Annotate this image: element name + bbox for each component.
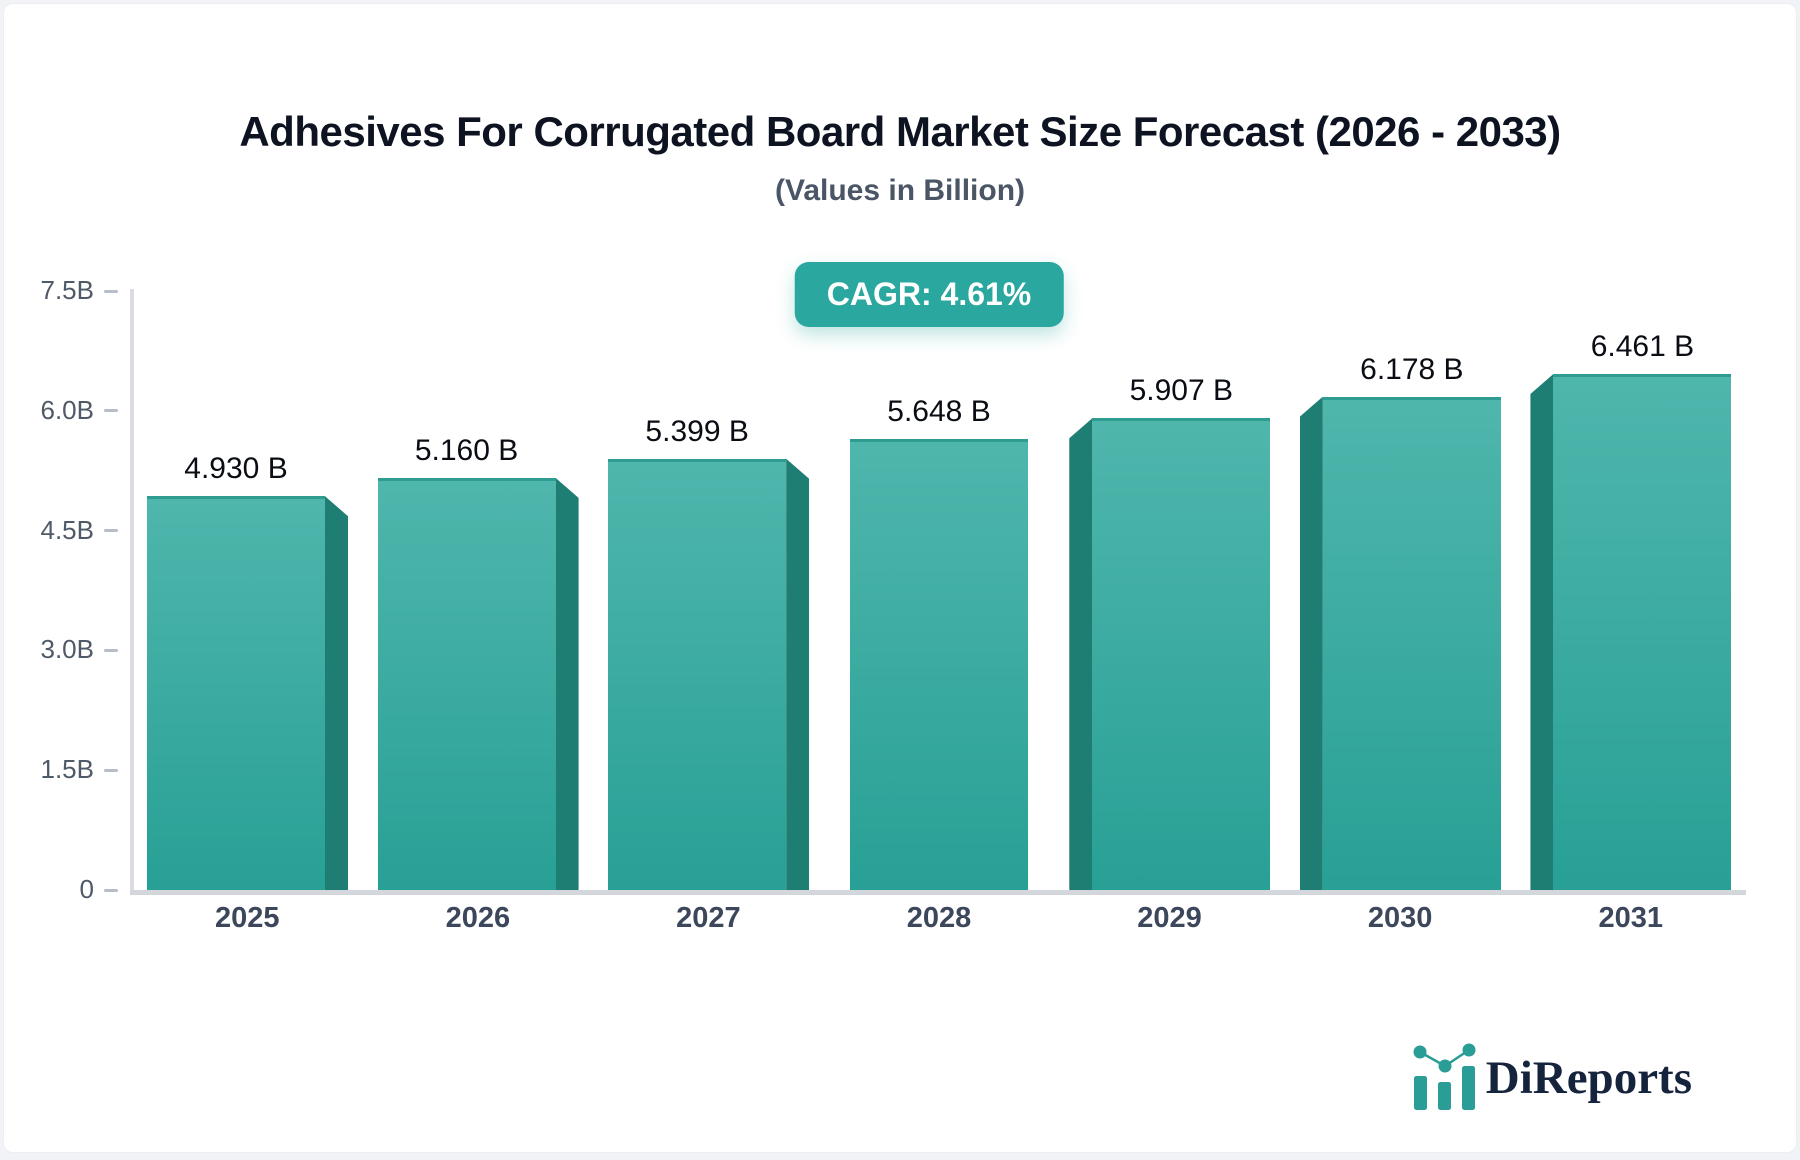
x-axis-label-2030: 2030 (1367, 902, 1433, 934)
bar-value-label-2031: 6.461 B (1590, 329, 1695, 363)
chart-title: Adhesives For Corrugated Board Market Si… (239, 108, 1561, 155)
x-axis-label-2027: 2027 (676, 902, 741, 934)
bar-2031 (1553, 373, 1732, 890)
y-axis-tick-label: 1.5B (40, 754, 95, 785)
direports-logo: DiReports (1410, 1042, 1692, 1112)
y-axis-tick-mark (104, 768, 118, 772)
x-axis-line (130, 890, 1746, 895)
y-axis-tick-label: 4.5B (40, 514, 95, 545)
y-axis-tick-mark (104, 648, 118, 652)
logo-text: DiReports (1485, 1052, 1692, 1104)
bar-side-2029 (1069, 418, 1093, 890)
chart-subtitle: (Values in Billion) (774, 174, 1026, 207)
y-axis-tick-label: 7.5B (40, 275, 95, 305)
x-axis-label-2028: 2028 (906, 902, 972, 934)
bar-side-2030 (1299, 396, 1323, 890)
bar-value-label-2027: 5.399 B (645, 414, 749, 448)
bar-side-2026 (555, 477, 579, 890)
cagr-badge: CAGR: 4.61% (794, 262, 1064, 327)
bar-2030 (1322, 396, 1501, 890)
bar-2026 (377, 477, 556, 890)
y-axis-tick-mark (104, 888, 118, 892)
y-axis-tick-mark (104, 529, 118, 533)
y-axis-line (130, 289, 134, 895)
y-axis-tick-mark (104, 409, 118, 413)
y-axis-tick-label: 0 (79, 874, 94, 904)
bar-value-label-2025: 4.930 B (184, 452, 288, 486)
y-axis-tick-label: 3.0B (40, 634, 95, 665)
bar-2025 (147, 496, 325, 890)
x-axis-label-2026: 2026 (445, 902, 511, 934)
mini-bar-chart-icon (1413, 1043, 1476, 1110)
bar-2028 (850, 438, 1028, 890)
x-axis-label-2025: 2025 (215, 902, 280, 934)
bar-chart-plot: 7.5B 6.0B 4.5B 3.0B 1.5B 0 4.930 B 2025 5.160 B 2… (4, 4, 1800, 1160)
bar-2027 (608, 458, 787, 890)
bar-side-2027 (786, 458, 810, 890)
bar-value-label-2029: 5.907 B (1129, 374, 1233, 408)
bar-value-label-2028: 5.648 B (887, 394, 991, 428)
y-axis-tick-label: 6.0B (40, 394, 95, 425)
x-axis-label-2031: 2031 (1598, 902, 1663, 934)
bar-value-label-2030: 6.178 B (1360, 352, 1464, 386)
y-axis-tick-mark (104, 289, 118, 293)
bar-side-2025 (325, 496, 348, 890)
bar-value-label-2026: 5.160 B (414, 433, 519, 467)
bar-2029 (1092, 418, 1271, 890)
chart-card: Adhesives For Corrugated Board Market Si… (3, 3, 1797, 1153)
x-axis-label-2029: 2029 (1137, 902, 1202, 934)
bar-side-2031 (1530, 373, 1554, 890)
